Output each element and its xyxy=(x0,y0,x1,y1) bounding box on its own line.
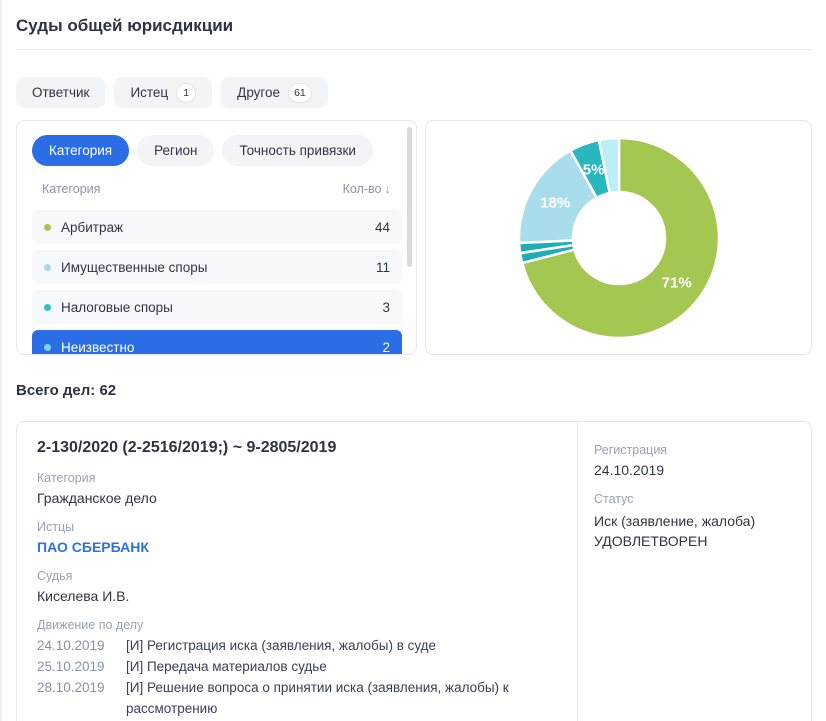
tab-category[interactable]: Категория xyxy=(32,135,130,166)
category-dot xyxy=(44,343,51,351)
case-judge-label: Судья xyxy=(37,569,73,583)
category-dot xyxy=(44,263,51,271)
movement-item: 25.10.2019 [И] Передача материалов судье xyxy=(37,656,557,677)
registration-value: 24.10.2019 xyxy=(594,462,665,478)
donut-slice[interactable] xyxy=(520,136,720,339)
status-label: Статус xyxy=(594,492,634,506)
donut-slice[interactable] xyxy=(597,136,620,194)
case-plaintiff-link[interactable]: ПАО СБЕРБАНК xyxy=(37,539,149,555)
stats-section: Категория Регион Точность привязки Катег… xyxy=(16,120,812,355)
category-row[interactable]: Налоговые споры 3 xyxy=(32,290,403,324)
table-tab-bar: Категория Регион Точность привязки xyxy=(32,135,402,166)
category-row-count: 3 xyxy=(382,299,391,315)
category-row-label: Имущественные споры xyxy=(61,259,208,275)
category-row-count: 2 xyxy=(382,339,391,355)
case-plaintiffs-label: Истцы xyxy=(37,520,75,534)
movement-text: [И] Решение вопроса о принятии иска (зая… xyxy=(126,680,509,716)
case-judge-value: Киселева И.В. xyxy=(37,588,130,604)
category-dot xyxy=(44,223,51,231)
chip-defendant-label: Ответчик xyxy=(32,85,90,100)
column-header-category: Категория xyxy=(42,181,101,196)
case-movement-list: 24.10.2019 [И] Регистрация иска (заявлен… xyxy=(37,635,557,721)
category-dot xyxy=(44,303,51,311)
case-category-value: Гражданское дело xyxy=(37,490,157,506)
tab-accuracy[interactable]: Точность привязки xyxy=(222,135,373,166)
movement-item: 28.10.2019 [И] Решение вопроса о приняти… xyxy=(37,677,557,719)
movement-text: [И] Регистрация иска (заявления, жалобы)… xyxy=(126,638,437,653)
case-number-title: 2-130/2020 (2-2516/2019;) ~ 9-2805/2019 xyxy=(37,439,337,456)
chip-plaintiff-label: Истец xyxy=(130,85,169,100)
category-row-label: Неизвестно xyxy=(61,339,135,355)
chip-plaintiff[interactable]: Истец 1 xyxy=(114,77,213,108)
movement-date: 25.10.2019 xyxy=(37,659,105,674)
movement-item: 24.10.2019 [И] Регистрация иска (заявлен… xyxy=(37,635,557,656)
total-cases-label: Всего дел: 62 xyxy=(16,382,117,399)
status-value: Иск (заявление, жалоба) УДОВЛЕТВОРЕН xyxy=(594,513,756,549)
page-left-edge xyxy=(0,0,2,721)
donut-percent-label: 5% xyxy=(582,161,604,178)
filter-chip-bar: Ответчик Истец 1 Другое 61 xyxy=(16,77,812,108)
chip-other[interactable]: Другое 61 xyxy=(221,77,328,108)
donut-chart-card: 71% 18% 5% xyxy=(425,120,812,355)
category-row[interactable]: Арбитраж 44 xyxy=(32,210,403,244)
page-title: Суды общей юрисдикции xyxy=(16,16,234,35)
movement-date: 24.10.2019 xyxy=(37,638,105,653)
chip-defendant[interactable]: Ответчик xyxy=(16,77,106,108)
movement-date: 28.10.2019 xyxy=(37,680,105,695)
category-row-count: 44 xyxy=(374,219,391,235)
chip-plaintiff-count-badge: 1 xyxy=(176,82,197,103)
category-table-card: Категория Регион Точность привязки Катег… xyxy=(16,120,418,355)
column-header-count[interactable]: Кол-во ↓ xyxy=(343,181,391,196)
case-card-main: 2-130/2020 (2-2516/2019;) ~ 9-2805/2019 … xyxy=(17,422,578,721)
chip-other-count-badge: 61 xyxy=(288,82,312,103)
category-row-label: Налоговые споры xyxy=(61,299,173,315)
movement-text: [И] Передача материалов судье xyxy=(126,659,327,674)
sort-desc-icon: ↓ xyxy=(384,181,392,196)
tab-region[interactable]: Регион xyxy=(137,135,215,166)
case-card-side: Регистрация 24.10.2019 Статус Иск (заявл… xyxy=(578,422,811,721)
registration-label: Регистрация xyxy=(594,443,668,457)
donut-chart: 71% 18% 5% xyxy=(517,136,720,339)
table-scrollbar[interactable] xyxy=(407,127,413,267)
category-row-label: Арбитраж xyxy=(61,219,124,235)
donut-percent-label: 18% xyxy=(540,194,570,211)
category-row[interactable]: Неизвестно 2 xyxy=(32,330,403,355)
header-divider xyxy=(16,49,812,50)
case-card: 2-130/2020 (2-2516/2019;) ~ 9-2805/2019 … xyxy=(16,421,812,721)
category-row[interactable]: Имущественные споры 11 xyxy=(32,250,403,284)
category-row-count: 11 xyxy=(376,259,391,275)
donut-percent-label: 71% xyxy=(661,274,691,291)
table-header: Категория Кол-во ↓ xyxy=(32,166,402,204)
case-category-label: Категория xyxy=(37,471,96,485)
case-movement-label: Движение по делу xyxy=(37,618,144,632)
column-header-count-label: Кол-во xyxy=(342,181,382,196)
chip-other-label: Другое xyxy=(237,85,281,100)
